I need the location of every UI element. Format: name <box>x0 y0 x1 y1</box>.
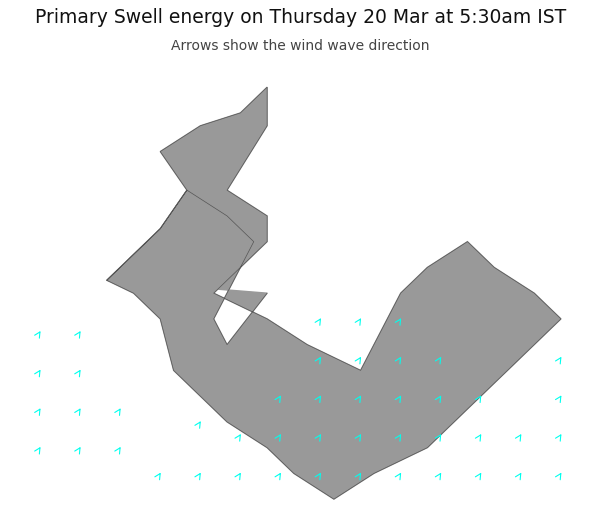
Text: Primary Swell energy on Thursday 20 Mar at 5:30am IST: Primary Swell energy on Thursday 20 Mar … <box>35 8 566 27</box>
Polygon shape <box>107 87 561 499</box>
Text: Arrows show the wind wave direction: Arrows show the wind wave direction <box>171 39 430 53</box>
